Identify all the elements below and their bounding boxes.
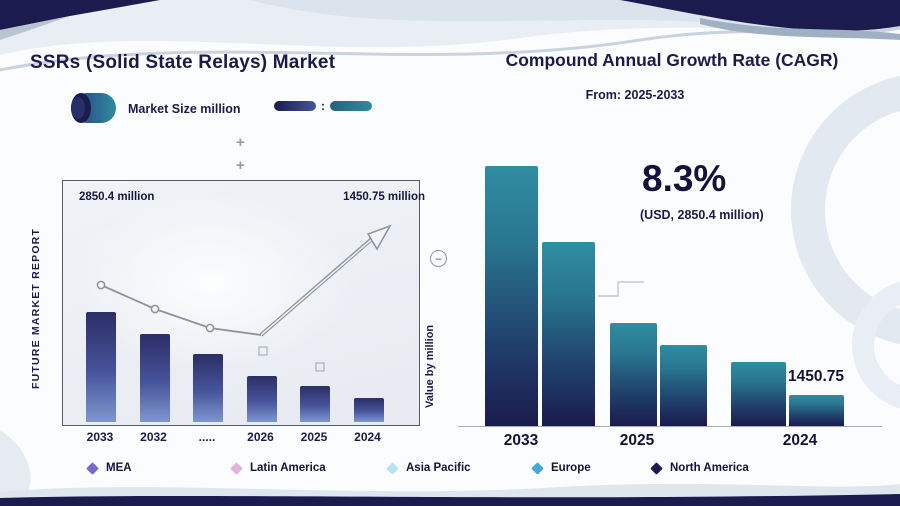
left-x-label: 2026 bbox=[247, 430, 274, 444]
right-bar-2033-1 bbox=[485, 166, 538, 426]
right-bar-2024-1 bbox=[731, 362, 786, 426]
legend-diamond-icon bbox=[86, 461, 99, 475]
plus-decoration: + bbox=[236, 134, 245, 151]
left-x-label: 2032 bbox=[140, 430, 167, 444]
market-size-label: Market Size million bbox=[128, 102, 241, 116]
right-x-label: 2033 bbox=[503, 432, 539, 449]
legend-label: MEA bbox=[106, 462, 132, 474]
legend-item-latin-america: Latin America bbox=[230, 461, 326, 475]
right-x-label: 2024 bbox=[782, 432, 818, 449]
end-value-label: 1450.75 million bbox=[343, 191, 425, 203]
legend-item-europe: Europe bbox=[531, 461, 591, 475]
left-x-axis: 2033 2032..... 2026 2025 2024 bbox=[62, 430, 420, 448]
start-value-label: 2850.4 million bbox=[79, 191, 155, 203]
right-axis-line bbox=[458, 426, 882, 427]
left-title: SSRs (Solid State Relays) Market bbox=[30, 52, 336, 73]
left-bar-2025 bbox=[300, 386, 330, 422]
left-bar-2032 bbox=[139, 334, 170, 422]
right-bar-2025-2 bbox=[660, 345, 707, 426]
value-by-million-label: Value by million bbox=[424, 324, 436, 408]
market-size-chart: 2850.4 million 1450.75 million bbox=[62, 180, 425, 426]
right-bar-2033-2 bbox=[542, 242, 595, 426]
future-market-report-label: FUTURE MARKET REPORT bbox=[30, 227, 42, 389]
legend-diamond-icon bbox=[230, 461, 243, 475]
legend-item-asia-pacific: Asia Pacific bbox=[386, 461, 471, 475]
region-legend: MEA Latin America Asia Pacific Europe North … bbox=[0, 461, 900, 488]
legend-diamond-icon bbox=[650, 461, 663, 475]
left-x-label: 2024 bbox=[354, 430, 381, 444]
navy-pill-shape bbox=[274, 101, 316, 111]
pill-separator: : bbox=[321, 99, 325, 113]
right-title: Compound Annual Growth Rate (CAGR) bbox=[505, 50, 839, 70]
left-bar-2026 bbox=[246, 376, 277, 422]
legend-item-north-america: North America bbox=[650, 461, 749, 475]
minus-circle-icon: − bbox=[430, 250, 447, 267]
left-bar-2033 bbox=[86, 312, 116, 422]
legend-label: Europe bbox=[551, 462, 591, 474]
left-x-label: ..... bbox=[198, 430, 216, 444]
scale-pills: : bbox=[274, 99, 372, 113]
legend-label: North America bbox=[670, 462, 749, 474]
left-bar-..... bbox=[193, 354, 223, 422]
legend-diamond-icon bbox=[531, 461, 544, 475]
right-bar-2024-2 bbox=[789, 395, 844, 426]
legend-diamond-icon bbox=[386, 461, 399, 475]
minus-glyph: − bbox=[434, 251, 442, 266]
teal-pill-shape bbox=[330, 101, 372, 111]
right-bar-2025-1 bbox=[610, 323, 657, 426]
right-x-label: 2025 bbox=[619, 432, 655, 449]
market-size-cylinder-icon bbox=[64, 90, 120, 131]
legend-label: Asia Pacific bbox=[406, 462, 471, 474]
left-bar-2024 bbox=[353, 398, 384, 422]
trend-line-arrow bbox=[96, 224, 392, 372]
cagr-note: (USD, 2850.4 million) bbox=[640, 208, 764, 222]
bracket-decoration bbox=[598, 281, 644, 297]
value-annotation: 1450.75 bbox=[788, 368, 845, 385]
market-size-legend: Market Size million bbox=[128, 100, 241, 118]
legend-label: Latin America bbox=[250, 462, 326, 474]
right-subtitle: From: 2025-2033 bbox=[585, 88, 685, 102]
cagr-value: 8.3% bbox=[642, 158, 727, 199]
plus-decoration: + bbox=[236, 157, 245, 174]
left-x-label: 2025 bbox=[300, 430, 328, 444]
left-x-label: 2033 bbox=[86, 430, 114, 444]
legend-item-mea: MEA bbox=[86, 461, 132, 475]
